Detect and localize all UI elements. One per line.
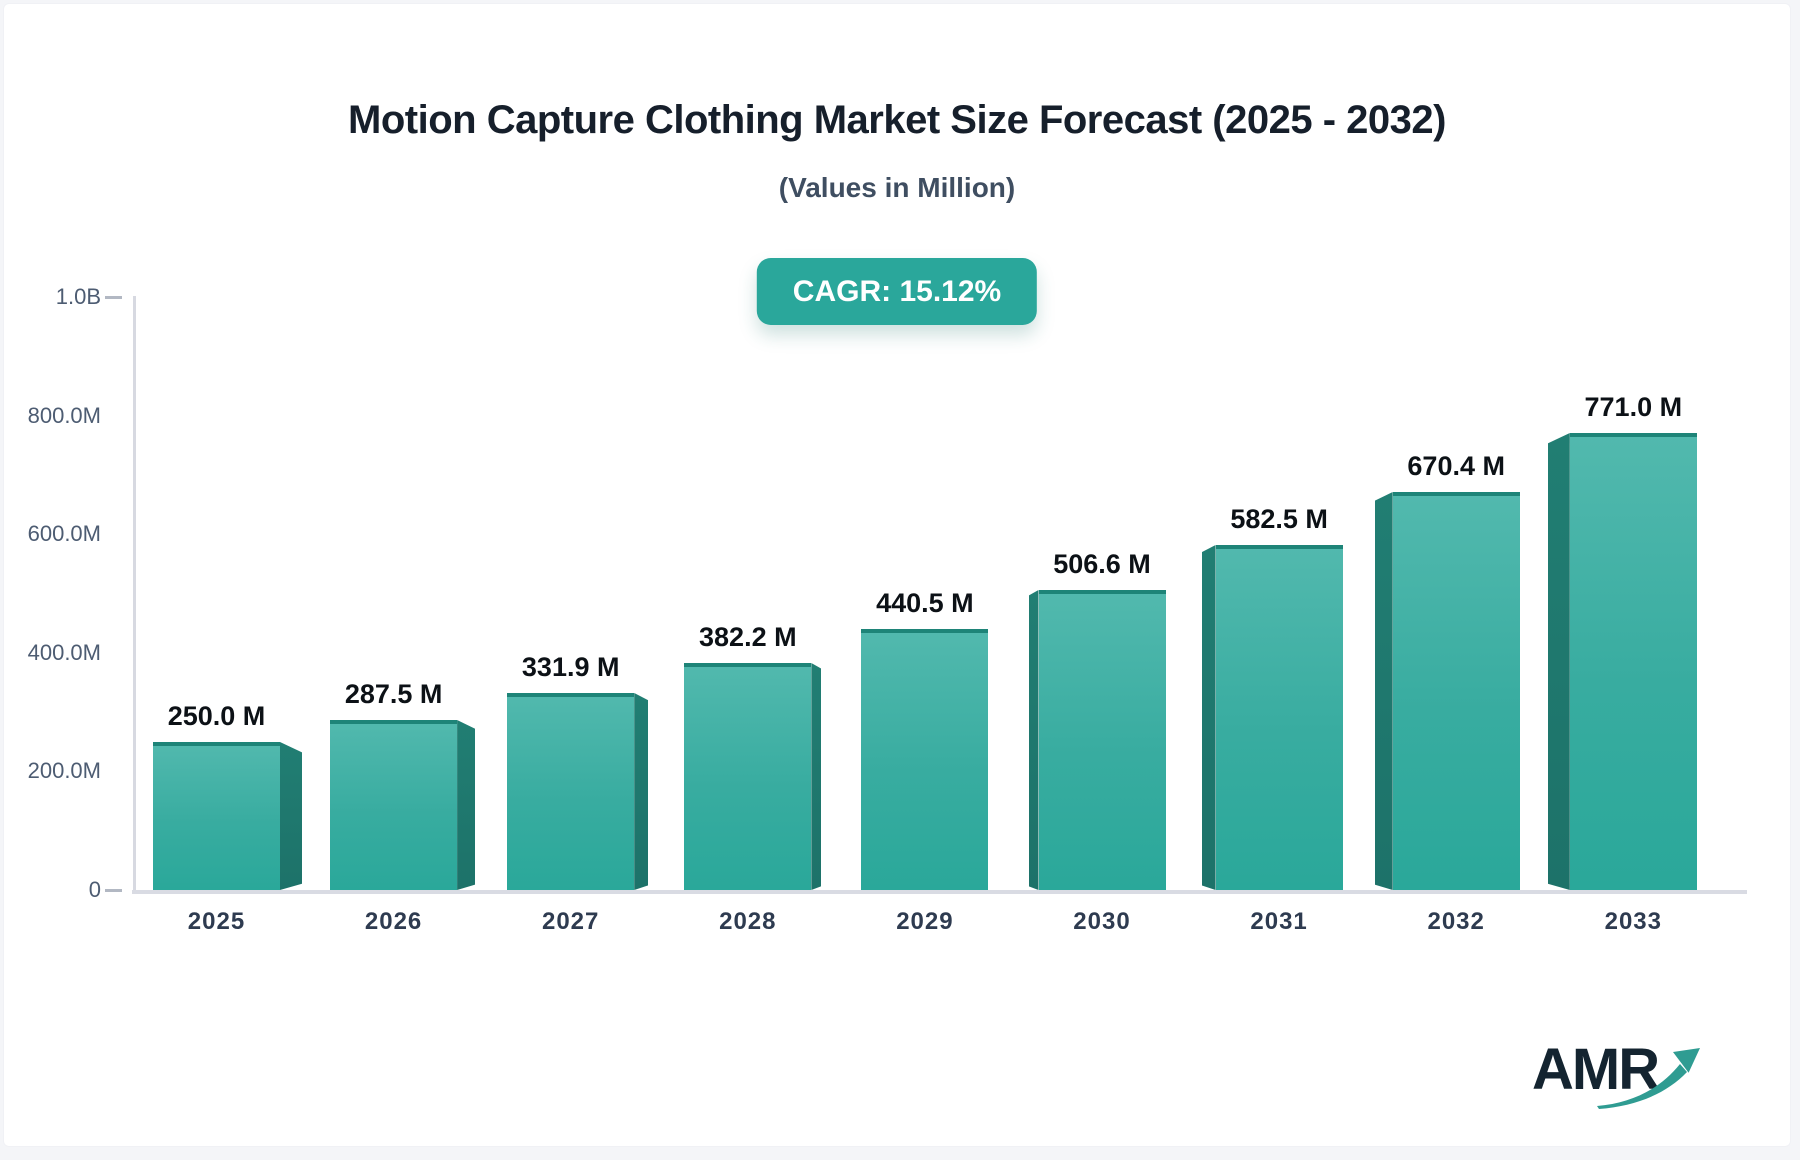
bar-top-edge (1569, 433, 1697, 437)
bar-side-face (1029, 590, 1039, 890)
value-label-2028: 382.2 M (699, 622, 797, 652)
bar-2025[interactable] (153, 742, 280, 890)
value-label-2032: 670.4 M (1407, 451, 1505, 481)
bar-top-edge (684, 663, 812, 667)
bar-2028[interactable] (684, 663, 812, 890)
y-axis-line (133, 296, 136, 891)
bar-2032[interactable] (1392, 492, 1520, 890)
bar-top-edge (1392, 492, 1520, 496)
x-axis-label-2029: 2029 (896, 908, 954, 935)
y-tick-label-1.0B: 1.0B (55, 284, 101, 309)
bar-side-face (1375, 492, 1393, 890)
value-label-2033: 771.0 M (1584, 392, 1683, 422)
x-axis-label-2026: 2026 (364, 908, 423, 935)
bar-2031[interactable] (1215, 545, 1343, 890)
x-axis-label-2031: 2031 (1250, 908, 1308, 935)
x-axis-label-2027: 2027 (541, 908, 600, 935)
bar-2027[interactable] (507, 693, 635, 890)
x-axis-label-2030: 2030 (1073, 908, 1131, 935)
value-label-2025: 250.0 M (167, 701, 266, 731)
x-axis-label-2033: 2033 (1604, 908, 1662, 935)
value-label-2029: 440.5 M (876, 588, 974, 618)
bar-side-face (811, 663, 821, 890)
growth-arrow-icon (1597, 1048, 1700, 1109)
bar-side-face (280, 742, 302, 890)
y-tick-label-600.0M: 600.0M (27, 521, 101, 547)
y-tick-mark (105, 296, 122, 299)
bar-top-edge (1215, 545, 1343, 549)
value-label-2031: 582.5 M (1230, 504, 1328, 534)
y-tick-label-800.0M: 800.0M (27, 402, 101, 428)
bar-side-face (1202, 545, 1216, 890)
bar-top-edge (330, 720, 458, 724)
bar-side-face (457, 720, 475, 890)
amr-logo-text: AMR (1532, 1037, 1660, 1102)
y-tick-label-0: 0 (88, 877, 101, 902)
bar-top-edge (1038, 590, 1166, 594)
bar-top-edge (861, 629, 989, 633)
x-axis-label-2032: 2032 (1427, 908, 1485, 935)
x-axis-line (132, 890, 1747, 894)
chart-subtitle: (Values in Million) (778, 172, 1016, 203)
y-tick-mark (105, 889, 122, 892)
value-label-2027: 331.9 M (521, 652, 620, 682)
chart-card: Motion Capture Clothing Market Size Fore… (3, 3, 1791, 1147)
chart-title: Motion Capture Clothing Market Size Fore… (348, 98, 1446, 142)
bar-2029[interactable] (861, 629, 989, 890)
x-axis-label-2025: 2025 (187, 908, 246, 935)
value-label-2026: 287.5 M (344, 679, 443, 709)
bar-2026[interactable] (330, 720, 458, 890)
y-tick-label-400.0M: 400.0M (27, 639, 101, 665)
bar-side-face (634, 693, 648, 890)
bar-top-edge (153, 742, 280, 746)
bar-side-face (1548, 433, 1570, 890)
bar-top-edge (507, 693, 635, 697)
x-axis-label-2028: 2028 (719, 908, 777, 935)
bar-2030[interactable] (1038, 590, 1166, 890)
value-label-2030: 506.6 M (1053, 549, 1151, 579)
bar-2033[interactable] (1569, 433, 1697, 890)
amr-logo: AMR (1532, 1030, 1722, 1115)
bar-chart: 0 200.0M 400.0M 600.0M 800.0M 1.0B 250.0 M 202… (4, 4, 1800, 1160)
y-tick-label-200.0M: 200.0M (27, 758, 101, 784)
cagr-badge: CAGR: 15.12% (756, 258, 1038, 325)
